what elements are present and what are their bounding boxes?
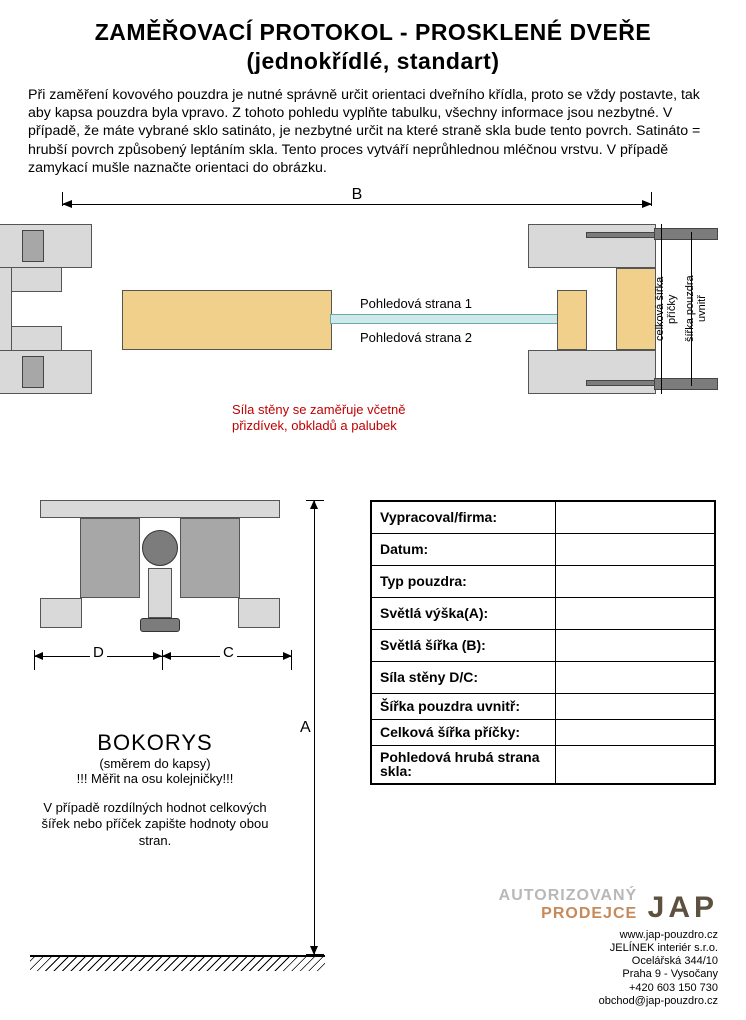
bokorys-block: BOKORYS (směrem do kapsy) !!! Měřit na o… [30, 730, 280, 849]
form-row: Typ pouzdra: [371, 565, 715, 597]
form-value[interactable] [555, 565, 715, 597]
form-table: Vypracoval/firma:Datum:Typ pouzdra:Světl… [370, 500, 716, 785]
form-value[interactable] [555, 501, 715, 533]
contact-line: JELÍNEK interiér s.r.o. [499, 942, 718, 955]
contact-line: Ocelářská 344/10 [499, 955, 718, 968]
contact-line: +420 603 150 730 [499, 982, 718, 995]
form-label: Datum: [371, 533, 555, 565]
form-label: Celková šířka příčky: [371, 719, 555, 745]
bokorys-warn: !!! Měřit na osu kolejničky!!! [30, 771, 280, 786]
page-title: ZAMĚŘOVACÍ PROTOKOL - PROSKLENÉ DVEŘE (j… [28, 18, 718, 76]
ground-line [30, 955, 325, 973]
contact-line: Praha 9 - Vysočany [499, 968, 718, 981]
jap-logo: JAP [648, 893, 718, 923]
dim-dc: D C [34, 650, 292, 680]
dim-b: B [62, 192, 652, 220]
bokorys-title: BOKORYS [30, 730, 280, 756]
left-pocket [0, 224, 122, 394]
intro-text: Při zaměření kovového pouzdra je nutné s… [28, 86, 718, 178]
form-value[interactable] [555, 719, 715, 745]
form-row: Šířka pouzdra uvnitř: [371, 693, 715, 719]
dim-a-label: A [300, 717, 311, 739]
form-label: Světlá šířka (B): [371, 629, 555, 661]
form-label: Typ pouzdra: [371, 565, 555, 597]
form-value[interactable] [555, 629, 715, 661]
top-diagram: B celková šířka příčky šířka pouzdra uvn… [0, 192, 718, 442]
side-cross-section [40, 500, 280, 650]
form-row: Světlá šířka (B): [371, 629, 715, 661]
bokorys-sub: (směrem do kapsy) [30, 756, 280, 771]
form-row: Síla stěny D/C: [371, 661, 715, 693]
title-line2: (jednokřídlé, standart) [246, 48, 499, 74]
footer-autoriz: AUTORIZOVANÝ [499, 887, 638, 904]
form-value[interactable] [555, 693, 715, 719]
form-row: Světlá výška(A): [371, 597, 715, 629]
dim-d-label: D [90, 644, 107, 661]
contact-line: www.jap-pouzdro.cz [499, 929, 718, 942]
footer: AUTORIZOVANÝ PRODEJCE JAP www.jap-pouzdr… [499, 887, 718, 1008]
contact-block: www.jap-pouzdro.czJELÍNEK interiér s.r.o… [499, 929, 718, 1008]
label-celkova: celková šířka příčky [654, 270, 678, 348]
form-value[interactable] [555, 661, 715, 693]
right-pocket: celková šířka příčky šířka pouzdra uvnit… [528, 224, 718, 394]
form-label: Pohledová hrubá strana skla: [371, 745, 555, 784]
dim-b-label: B [348, 186, 367, 204]
glass-pane [330, 314, 560, 324]
title-line1: ZAMĚŘOVACÍ PROTOKOL - PROSKLENÉ DVEŘE [95, 19, 652, 45]
form-value[interactable] [555, 533, 715, 565]
contact-line: obchod@jap-pouzdro.cz [499, 995, 718, 1008]
dim-c-label: C [220, 644, 237, 661]
footer-prodejce: PRODEJCE [541, 905, 637, 922]
form-label: Síla stěny D/C: [371, 661, 555, 693]
form-row: Celková šířka příčky: [371, 719, 715, 745]
form-row: Datum: [371, 533, 715, 565]
label-pohled2: Pohledová strana 2 [360, 330, 472, 345]
label-pohled1: Pohledová strana 1 [360, 296, 472, 311]
dim-a: A [300, 500, 330, 955]
form-row: Pohledová hrubá strana skla: [371, 745, 715, 784]
form-label: Vypracoval/firma: [371, 501, 555, 533]
form-row: Vypracoval/firma: [371, 501, 715, 533]
form-label: Světlá výška(A): [371, 597, 555, 629]
bokorys-note: V případě rozdílných hodnot celkových ší… [30, 800, 280, 849]
form-value[interactable] [555, 597, 715, 629]
door-leaf [122, 290, 332, 350]
label-sirka-uvnitr: šířka pouzdra uvnitř [684, 270, 708, 348]
wall-warning: Síla stěny se zaměřuje včetněpřizdívek, … [232, 402, 405, 435]
form-value[interactable] [555, 745, 715, 784]
form-label: Šířka pouzdra uvnitř: [371, 693, 555, 719]
